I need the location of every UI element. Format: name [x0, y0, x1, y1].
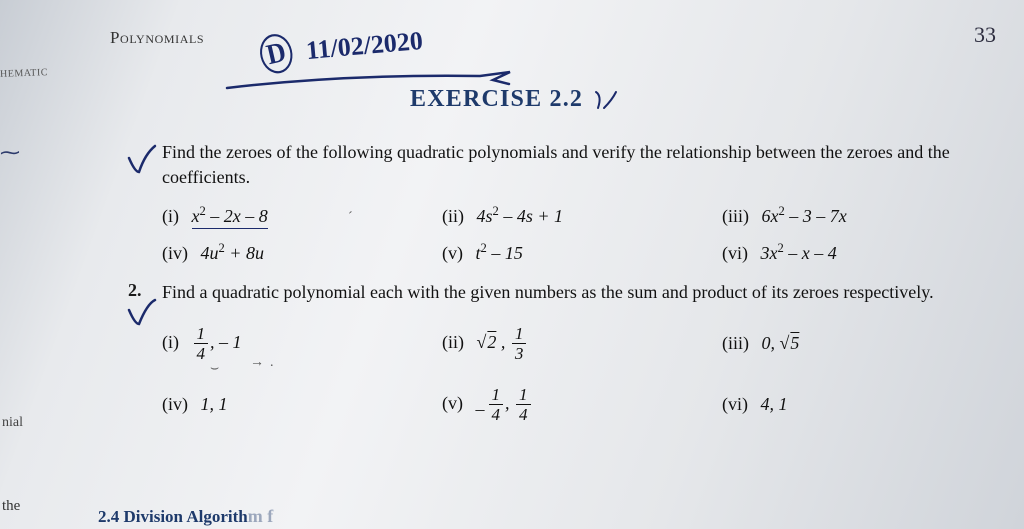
digit-correction-icon — [592, 88, 622, 112]
textbook-page: Polynomials 33 D11/02/2020 EXERCISE 2.2 … — [70, 0, 1004, 529]
q2-opt-vi: (vi) 4, 1 — [722, 394, 972, 415]
question-2: 2. Find a quadratic polynomial each with… — [90, 280, 984, 424]
exercise-heading: EXERCISE 2.2 — [410, 86, 583, 113]
q2-opt-iii: (iii) 0, √5 — [722, 333, 972, 354]
q1-opt-i: (i) x2 – 2x – 8 ˊ — [162, 204, 442, 227]
q1-opt-iv: (iv) 4u2 + 8u — [162, 241, 442, 264]
pencil-dash: ⁓ — [0, 140, 20, 165]
q2-opt-ii: (ii) √2 , 13 — [442, 325, 722, 362]
binding-text: hematic — [0, 64, 48, 82]
next-section-heading: 2.4 Division Algorithm f — [98, 506, 273, 527]
q1-text: Find the zeroes of the following quadrat… — [162, 140, 984, 190]
q1-number: 1. — [128, 140, 142, 161]
chapter-label: Polynomials — [110, 28, 204, 48]
q1-opt-v: (v) t2 – 15 — [442, 241, 722, 264]
margin-the: the — [2, 498, 20, 515]
q1-opt-iii: (iii) 6x2 – 3 – 7x — [722, 204, 972, 227]
question-1: 1. Find the zeroes of the following quad… — [90, 140, 984, 264]
q1-opt-vi: (vi) 3x2 – x – 4 — [722, 241, 972, 264]
page-number: 33 — [974, 22, 996, 48]
q2-number: 2. — [128, 280, 142, 301]
tick-icon — [125, 298, 159, 332]
q2-text: Find a quadratic polynomial each with th… — [162, 280, 984, 305]
q2-options: (i) 14, – 1 ⌣ → . (ii) √2 , 13 (iii) 0, … — [162, 325, 984, 423]
margin-nial: nial — [2, 415, 23, 431]
page-header: Polynomials 33 — [110, 22, 996, 48]
q1-options: (i) x2 – 2x – 8 ˊ (ii) 4s2 – 4s + 1 (iii… — [162, 204, 984, 264]
q2-opt-iv: (iv) 1, 1 — [162, 394, 442, 415]
q2-opt-i: (i) 14, – 1 ⌣ → . — [162, 325, 442, 362]
q1-opt-ii: (ii) 4s2 – 4s + 1 — [442, 204, 722, 227]
q2-opt-v: (v) –14, 14 — [442, 386, 722, 423]
